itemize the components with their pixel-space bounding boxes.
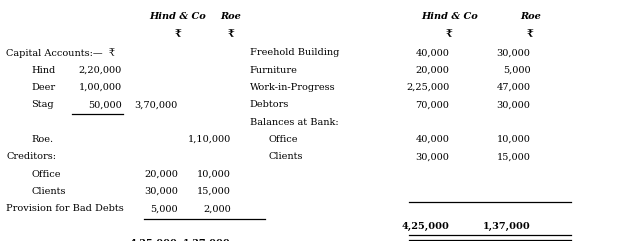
Text: 5,000: 5,000 xyxy=(503,66,530,74)
Text: Stag: Stag xyxy=(31,100,54,109)
Text: Office: Office xyxy=(31,170,61,179)
Text: Creditors:: Creditors: xyxy=(6,152,56,161)
Text: Deer: Deer xyxy=(31,83,56,92)
Text: 70,000: 70,000 xyxy=(416,100,449,109)
Text: 40,000: 40,000 xyxy=(416,135,449,144)
Text: Freehold Building: Freehold Building xyxy=(250,48,339,57)
Text: 10,000: 10,000 xyxy=(197,170,231,179)
Text: 2,25,000: 2,25,000 xyxy=(406,83,449,92)
Text: 1,37,000: 1,37,000 xyxy=(183,239,231,241)
Text: 30,000: 30,000 xyxy=(497,48,530,57)
Text: 20,000: 20,000 xyxy=(416,66,449,74)
Text: Clients: Clients xyxy=(268,152,303,161)
Text: 10,000: 10,000 xyxy=(497,135,530,144)
Text: ₹: ₹ xyxy=(228,30,234,39)
Text: 1,37,000: 1,37,000 xyxy=(482,222,530,231)
Text: Clients: Clients xyxy=(31,187,66,196)
Text: 30,000: 30,000 xyxy=(416,152,449,161)
Text: Work-in-Progress: Work-in-Progress xyxy=(250,83,335,92)
Text: 50,000: 50,000 xyxy=(88,100,122,109)
Text: 30,000: 30,000 xyxy=(144,187,178,196)
Text: Hind & Co: Hind & Co xyxy=(421,12,477,21)
Text: Furniture: Furniture xyxy=(250,66,298,74)
Text: 5,000: 5,000 xyxy=(150,204,178,213)
Text: Balances at Bank:: Balances at Bank: xyxy=(250,118,338,127)
Text: Hind: Hind xyxy=(31,66,56,74)
Text: 1,00,000: 1,00,000 xyxy=(79,83,122,92)
Text: 3,70,000: 3,70,000 xyxy=(135,100,178,109)
Text: Hind & Co: Hind & Co xyxy=(150,12,206,21)
Text: 15,000: 15,000 xyxy=(497,152,530,161)
Text: Debtors: Debtors xyxy=(250,100,289,109)
Text: 4,25,000: 4,25,000 xyxy=(130,239,178,241)
Text: 1,10,000: 1,10,000 xyxy=(188,135,231,144)
Text: Roe: Roe xyxy=(520,12,541,21)
Text: Roe: Roe xyxy=(220,12,241,21)
Text: ₹: ₹ xyxy=(527,30,534,39)
Text: ₹: ₹ xyxy=(175,30,181,39)
Text: 40,000: 40,000 xyxy=(416,48,449,57)
Text: 2,000: 2,000 xyxy=(203,204,231,213)
Text: 15,000: 15,000 xyxy=(197,187,231,196)
Text: Office: Office xyxy=(268,135,298,144)
Text: 20,000: 20,000 xyxy=(144,170,178,179)
Text: 2,20,000: 2,20,000 xyxy=(79,66,122,74)
Text: ₹: ₹ xyxy=(446,30,452,39)
Text: 47,000: 47,000 xyxy=(497,83,530,92)
Text: Capital Accounts:—  ₹: Capital Accounts:— ₹ xyxy=(6,48,115,58)
Text: Provision for Bad Debts: Provision for Bad Debts xyxy=(6,204,124,213)
Text: Roe.: Roe. xyxy=(31,135,53,144)
Text: 4,25,000: 4,25,000 xyxy=(401,222,449,231)
Text: 30,000: 30,000 xyxy=(497,100,530,109)
